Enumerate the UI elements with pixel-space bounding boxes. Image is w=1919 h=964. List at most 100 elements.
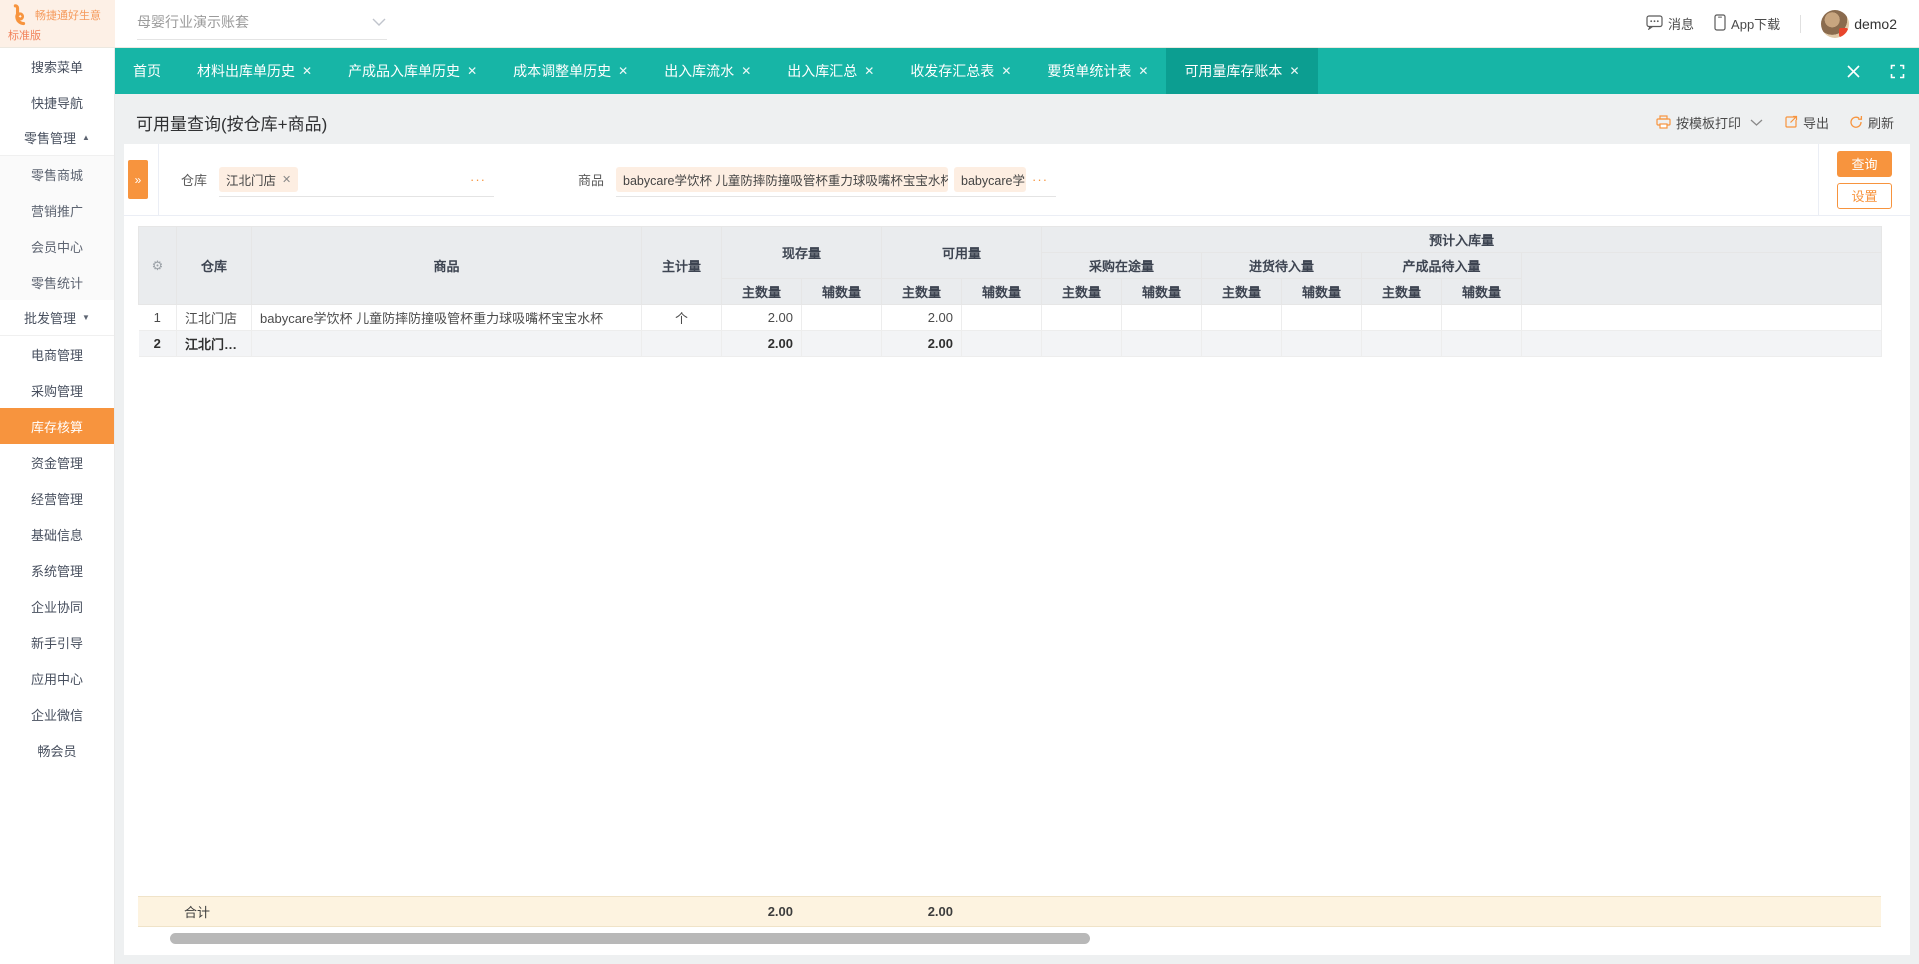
th-sub-purchase-in-transit: 采购在途量 <box>1041 252 1203 279</box>
table-head: ⚙ 仓库 商品 主计量 现存量 可用量 预计入库量 采购在途量 <box>138 226 1883 305</box>
th-warehouse[interactable]: 仓库 <box>176 226 252 305</box>
tab-label: 成本调整单历史 <box>513 63 612 79</box>
tab-8[interactable]: 可用量库存账本 ✕ <box>1166 48 1318 94</box>
tab-5[interactable]: 出入库汇总 ✕ <box>769 48 892 94</box>
sidebar-item-6[interactable]: 零售统计 <box>0 264 114 300</box>
close-icon[interactable]: ✕ <box>302 64 313 78</box>
cell-stock_main: 2.00 <box>721 330 802 357</box>
total-label: 合计 <box>176 896 251 927</box>
tab-6[interactable]: 收发存汇总表 ✕ <box>892 48 1029 94</box>
product-filter-input[interactable]: babycare学饮杯 儿童防摔防撞吸管杯重力球吸嘴杯宝宝水杯 ✕ babyca… <box>616 163 1057 197</box>
th-stock-main: 主数量 <box>721 278 802 305</box>
cell-fg_aux <box>1441 330 1523 357</box>
close-icon[interactable]: ✕ <box>1289 64 1300 78</box>
print-template-button[interactable]: 按模板打印 <box>1656 113 1741 132</box>
table-scroll-region[interactable] <box>138 357 1896 896</box>
filter-fields: 仓库 江北门店 ✕ ··· 商品 <box>158 144 1818 215</box>
tab-7[interactable]: 要货单统计表 ✕ <box>1029 48 1166 94</box>
close-icon[interactable]: ✕ <box>864 64 875 78</box>
close-all-tabs-icon[interactable] <box>1831 48 1875 94</box>
export-button[interactable]: 导出 <box>1784 113 1829 132</box>
sidebar-item-10[interactable]: 库存核算 <box>0 408 114 444</box>
sidebar-item-5[interactable]: 会员中心 <box>0 228 114 264</box>
sidebar-item-13[interactable]: 基础信息 <box>0 516 114 552</box>
sidebar-item-1[interactable]: 快捷导航 <box>0 84 114 120</box>
sidebar-item-16[interactable]: 新手引导 <box>0 624 114 660</box>
product-more-icon[interactable]: ··· <box>1032 171 1049 187</box>
close-icon[interactable]: ✕ <box>467 64 478 78</box>
warehouse-more-icon[interactable]: ··· <box>470 171 487 187</box>
settings-button[interactable]: 设置 <box>1837 182 1892 209</box>
tab-2[interactable]: 产成品入库单历史 ✕ <box>330 48 495 94</box>
message-icon <box>1646 14 1663 33</box>
warehouse-filter-input[interactable]: 江北门店 ✕ ··· <box>219 163 495 197</box>
close-icon[interactable]: ✕ <box>618 64 629 78</box>
app-download-button[interactable]: App下载 <box>1714 13 1780 34</box>
total-stock-main: 2.00 <box>721 896 801 927</box>
filter-expand-toggle[interactable]: » <box>128 160 148 199</box>
sidebar-item-19[interactable]: 畅会员 <box>0 732 114 768</box>
sidebar-item-12[interactable]: 经营管理 <box>0 480 114 516</box>
close-icon[interactable]: ✕ <box>741 64 752 78</box>
th-po-aux: 辅数量 <box>1121 278 1203 305</box>
fullscreen-icon[interactable] <box>1875 48 1919 94</box>
column-settings-icon[interactable]: ⚙ <box>138 226 177 305</box>
tab-0[interactable]: 首页 <box>115 48 179 94</box>
chevron-down-icon[interactable] <box>371 15 387 30</box>
close-icon[interactable]: ✕ <box>1001 64 1012 78</box>
print-dropdown-caret-icon[interactable] <box>1749 115 1764 130</box>
scrollbar-thumb[interactable] <box>170 933 1090 944</box>
total-avail-main: 2.00 <box>881 896 961 927</box>
th-product[interactable]: 商品 <box>251 226 642 305</box>
sidebar-item-3[interactable]: 零售商城 <box>0 156 114 192</box>
sidebar-item-15[interactable]: 企业协同 <box>0 588 114 624</box>
sidebar-item-14[interactable]: 系统管理 <box>0 552 114 588</box>
product-chip-2[interactable]: babycare学 <box>954 166 1027 192</box>
export-label: 导出 <box>1802 115 1829 131</box>
th-main-unit[interactable]: 主计量 <box>641 226 722 305</box>
total-stock-aux <box>801 896 881 927</box>
th-avail-main: 主数量 <box>881 278 963 305</box>
tab-4[interactable]: 出入库流水 ✕ <box>646 48 769 94</box>
th-fg-aux: 辅数量 <box>1441 278 1523 305</box>
top-bar-right: 消息 App下载 demo2 <box>1646 0 1919 47</box>
close-icon[interactable]: ✕ <box>1138 64 1149 78</box>
sidebar-item-7[interactable]: 批发管理 ▼ <box>0 300 114 336</box>
cell-in_aux <box>1281 330 1363 357</box>
table-row[interactable]: 1 江北门店 babycare学饮杯 儿童防摔防撞吸管杯重力球吸嘴杯宝宝水杯个 2.0… <box>138 304 1883 331</box>
sidebar-item-9[interactable]: 采购管理 <box>0 372 114 408</box>
cell-product: babycare学饮杯 儿童防摔防撞吸管杯重力球吸嘴杯宝宝水杯 <box>251 304 642 331</box>
th-avail-aux: 辅数量 <box>961 278 1043 305</box>
sidebar-item-17[interactable]: 应用中心 <box>0 660 114 696</box>
warehouse-chip[interactable]: 江北门店 ✕ <box>219 166 299 192</box>
cell-stock_aux <box>801 330 883 357</box>
horizontal-scrollbar[interactable] <box>170 933 1896 945</box>
cell-avail_main: 2.00 <box>881 304 963 331</box>
sidebar-item-label: 系统管理 <box>30 563 83 579</box>
sidebar-item-4[interactable]: 营销推广 <box>0 192 114 228</box>
total-row: 合计 2.00 2.00 <box>138 896 1881 927</box>
sidebar-item-2[interactable]: 零售管理 ▲ <box>0 120 114 156</box>
tab-3[interactable]: 成本调整单历史 ✕ <box>495 48 646 94</box>
brand-logo[interactable]: 畅捷通好生意 标准版 <box>0 0 115 47</box>
query-button[interactable]: 查询 <box>1837 150 1892 177</box>
cell-stock_main: 2.00 <box>721 304 802 331</box>
sidebar-item-8[interactable]: 电商管理 <box>0 336 114 372</box>
messages-button[interactable]: 消息 <box>1646 14 1694 33</box>
product-chip-1[interactable]: babycare学饮杯 儿童防摔防撞吸管杯重力球吸嘴杯宝宝水杯 ✕ <box>616 166 949 192</box>
close-icon[interactable]: ✕ <box>282 173 292 186</box>
account-set-selector[interactable]: 母婴行业演示账套 <box>115 0 1646 47</box>
tab-1[interactable]: 材料出库单历史 ✕ <box>179 48 330 94</box>
sidebar-item-0[interactable]: 搜索菜单 <box>0 48 114 84</box>
user-menu[interactable]: demo2 <box>1821 9 1897 38</box>
sidebar-item-18[interactable]: 企业微信 <box>0 696 114 732</box>
printer-icon <box>1656 115 1671 129</box>
body: 搜索菜单 快捷导航 零售管理 ▲ 零售商城 营销推广 会员中心 零售统计 批发管理 ▼ 电商管理 采购… <box>0 48 1919 964</box>
sidebar-item-11[interactable]: 资金管理 <box>0 444 114 480</box>
refresh-button[interactable]: 刷新 <box>1849 113 1894 132</box>
th-group-stock: 现存量 <box>720 226 883 279</box>
warehouse-chip-label: 江北门店 <box>226 173 277 188</box>
user-name: demo2 <box>1854 15 1897 32</box>
